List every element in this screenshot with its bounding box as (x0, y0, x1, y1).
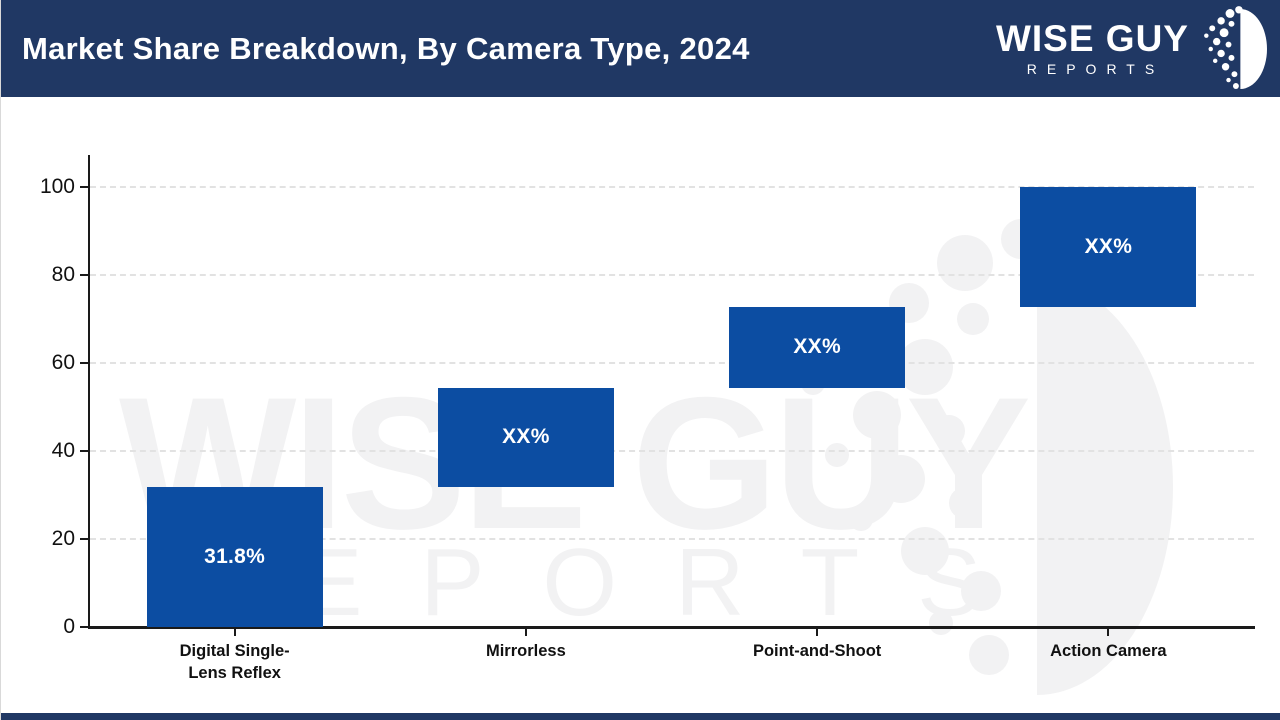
y-tick-label: 60 (51, 351, 75, 374)
y-tick-label: 20 (51, 527, 75, 550)
x-tick (233, 629, 236, 636)
gridline (90, 362, 1254, 364)
x-tick (816, 629, 819, 636)
x-category-label: Action Camera (1050, 642, 1167, 660)
brand-reports: REPORTS (1026, 61, 1165, 77)
page-title: Market Share Breakdown, By Camera Type, … (22, 30, 750, 66)
bar: 31.8% (146, 487, 323, 627)
y-tick (80, 538, 88, 540)
bar-value-label: XX% (1084, 235, 1133, 259)
brand-name: WISE GUY (995, 18, 1189, 59)
bar-value-label: 31.8% (204, 545, 266, 569)
y-tick-label: 0 (63, 615, 75, 638)
gridline (90, 450, 1254, 452)
watermark-head-dots-icon (789, 219, 1173, 695)
y-tick (80, 274, 88, 276)
bar: XX% (1020, 187, 1197, 308)
head-dots-icon (1204, 5, 1267, 89)
y-tick (80, 450, 88, 452)
x-category-label: Mirrorless (485, 642, 566, 660)
footer-bar (1, 713, 1280, 720)
x-axis-line (88, 626, 1255, 629)
y-tick (80, 626, 88, 628)
gridline (90, 538, 1254, 540)
y-tick (80, 362, 88, 364)
y-tick-label: 80 (51, 263, 75, 286)
gridline (90, 274, 1254, 276)
bar-value-label: XX% (502, 425, 550, 449)
x-tick (524, 629, 527, 636)
x-category-label: Point-and-Shoot (752, 642, 882, 660)
gridline (90, 186, 1254, 188)
x-category-label: Digital Single- Lens Reflex (179, 642, 290, 683)
bar: XX% (437, 387, 614, 488)
bar-value-label: XX% (793, 335, 841, 359)
y-axis-line (88, 155, 90, 629)
y-tick-label: 40 (51, 439, 75, 462)
bar: XX% (729, 307, 906, 388)
brand-wordmark: WISE GUY REPORTS (996, 20, 1189, 77)
header-bar: Market Share Breakdown, By Camera Type, … (1, 0, 1280, 97)
y-tick-label: 100 (39, 175, 75, 198)
brand-logo: WISE GUY REPORTS (996, 5, 1280, 92)
chart-area: WISE GUY REPORTS 0 20 40 60 80 100 31.8% Digita… (1, 97, 1280, 713)
x-tick (1107, 629, 1110, 636)
y-tick (80, 186, 88, 188)
